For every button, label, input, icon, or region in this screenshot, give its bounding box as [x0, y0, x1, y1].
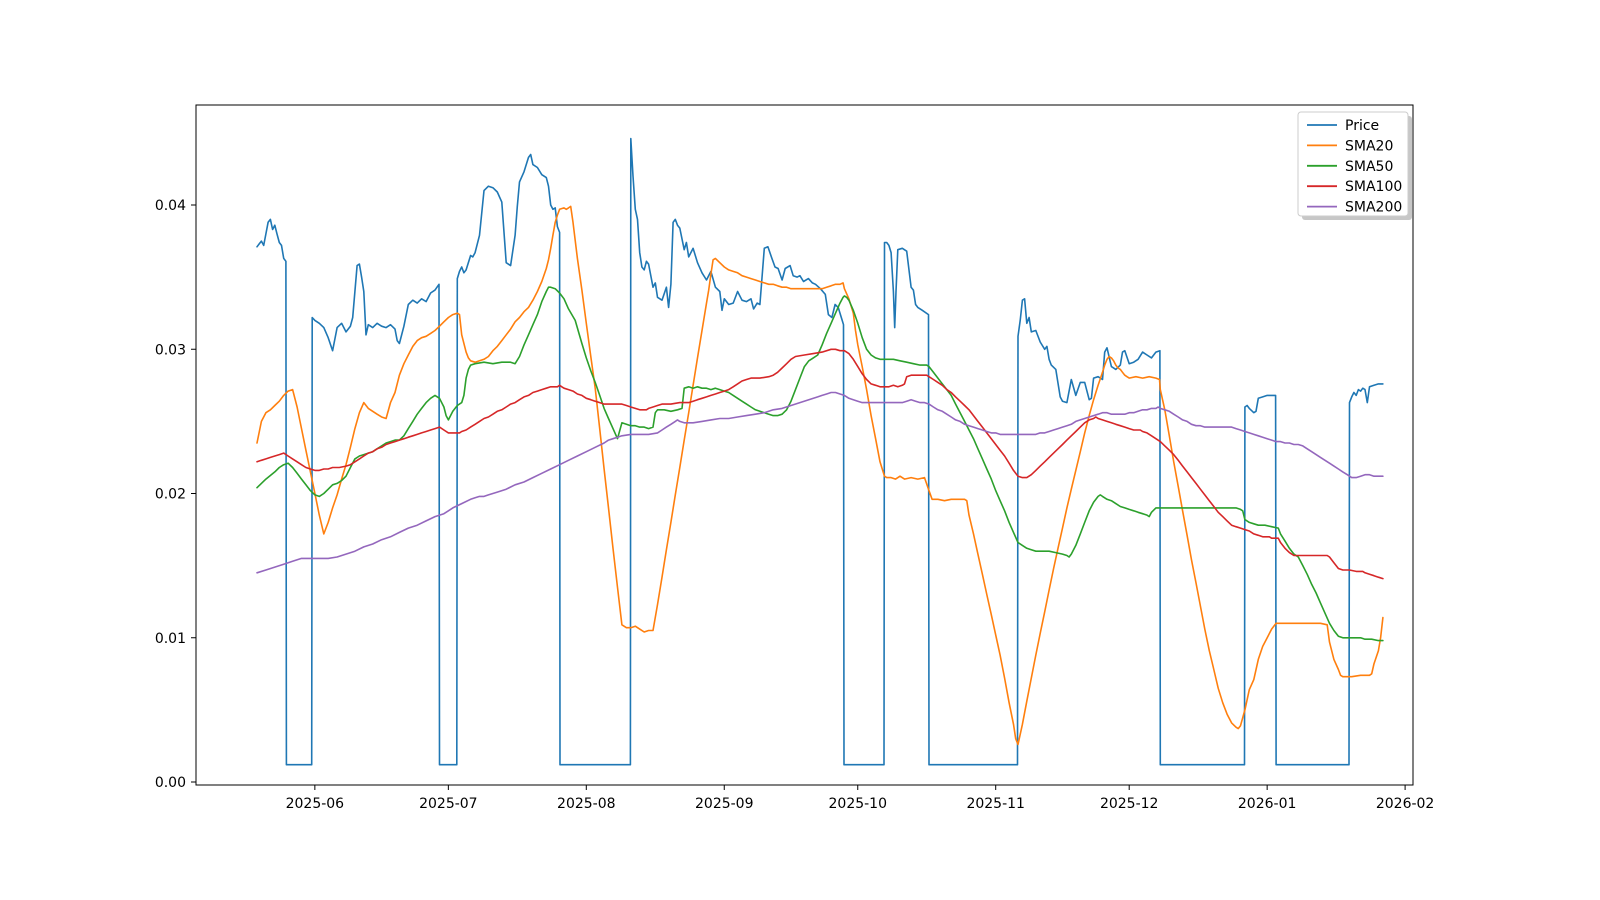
y-tick-label: 0.03: [155, 342, 186, 358]
y-tick-label: 0.02: [155, 487, 186, 503]
x-tick-label: 2026-01: [1238, 796, 1297, 812]
series-line-price: [256, 137, 1384, 766]
legend-label-sma100: SMA100: [1345, 179, 1402, 195]
y-tick-label: 0.01: [155, 631, 186, 647]
x-tick-label: 2025-12: [1100, 796, 1159, 812]
plot-border: [195, 104, 1414, 786]
x-tick-label: 2025-11: [966, 796, 1025, 812]
series-line-sma200: [256, 391, 1384, 574]
x-tick-label: 2025-06: [286, 796, 345, 812]
series-line-sma100: [256, 348, 1384, 580]
series-line-sma20: [256, 205, 1384, 746]
x-tick-label: 2025-07: [419, 796, 478, 812]
legend-label-sma200: SMA200: [1345, 200, 1402, 216]
legend-label-sma20: SMA20: [1345, 138, 1393, 154]
series-line-sma50: [256, 286, 1384, 642]
legend-box: [1297, 111, 1409, 217]
legend-label-price: Price: [1345, 118, 1379, 134]
x-tick-label: 2025-10: [829, 796, 888, 812]
x-tick-label: 2026-02: [1376, 796, 1435, 812]
y-tick-label: 0.04: [155, 198, 186, 214]
x-tick-label: 2025-08: [557, 796, 616, 812]
x-tick-label: 2025-09: [695, 796, 754, 812]
legend-label-sma50: SMA50: [1345, 159, 1393, 175]
y-tick-label: 0.00: [155, 775, 186, 791]
